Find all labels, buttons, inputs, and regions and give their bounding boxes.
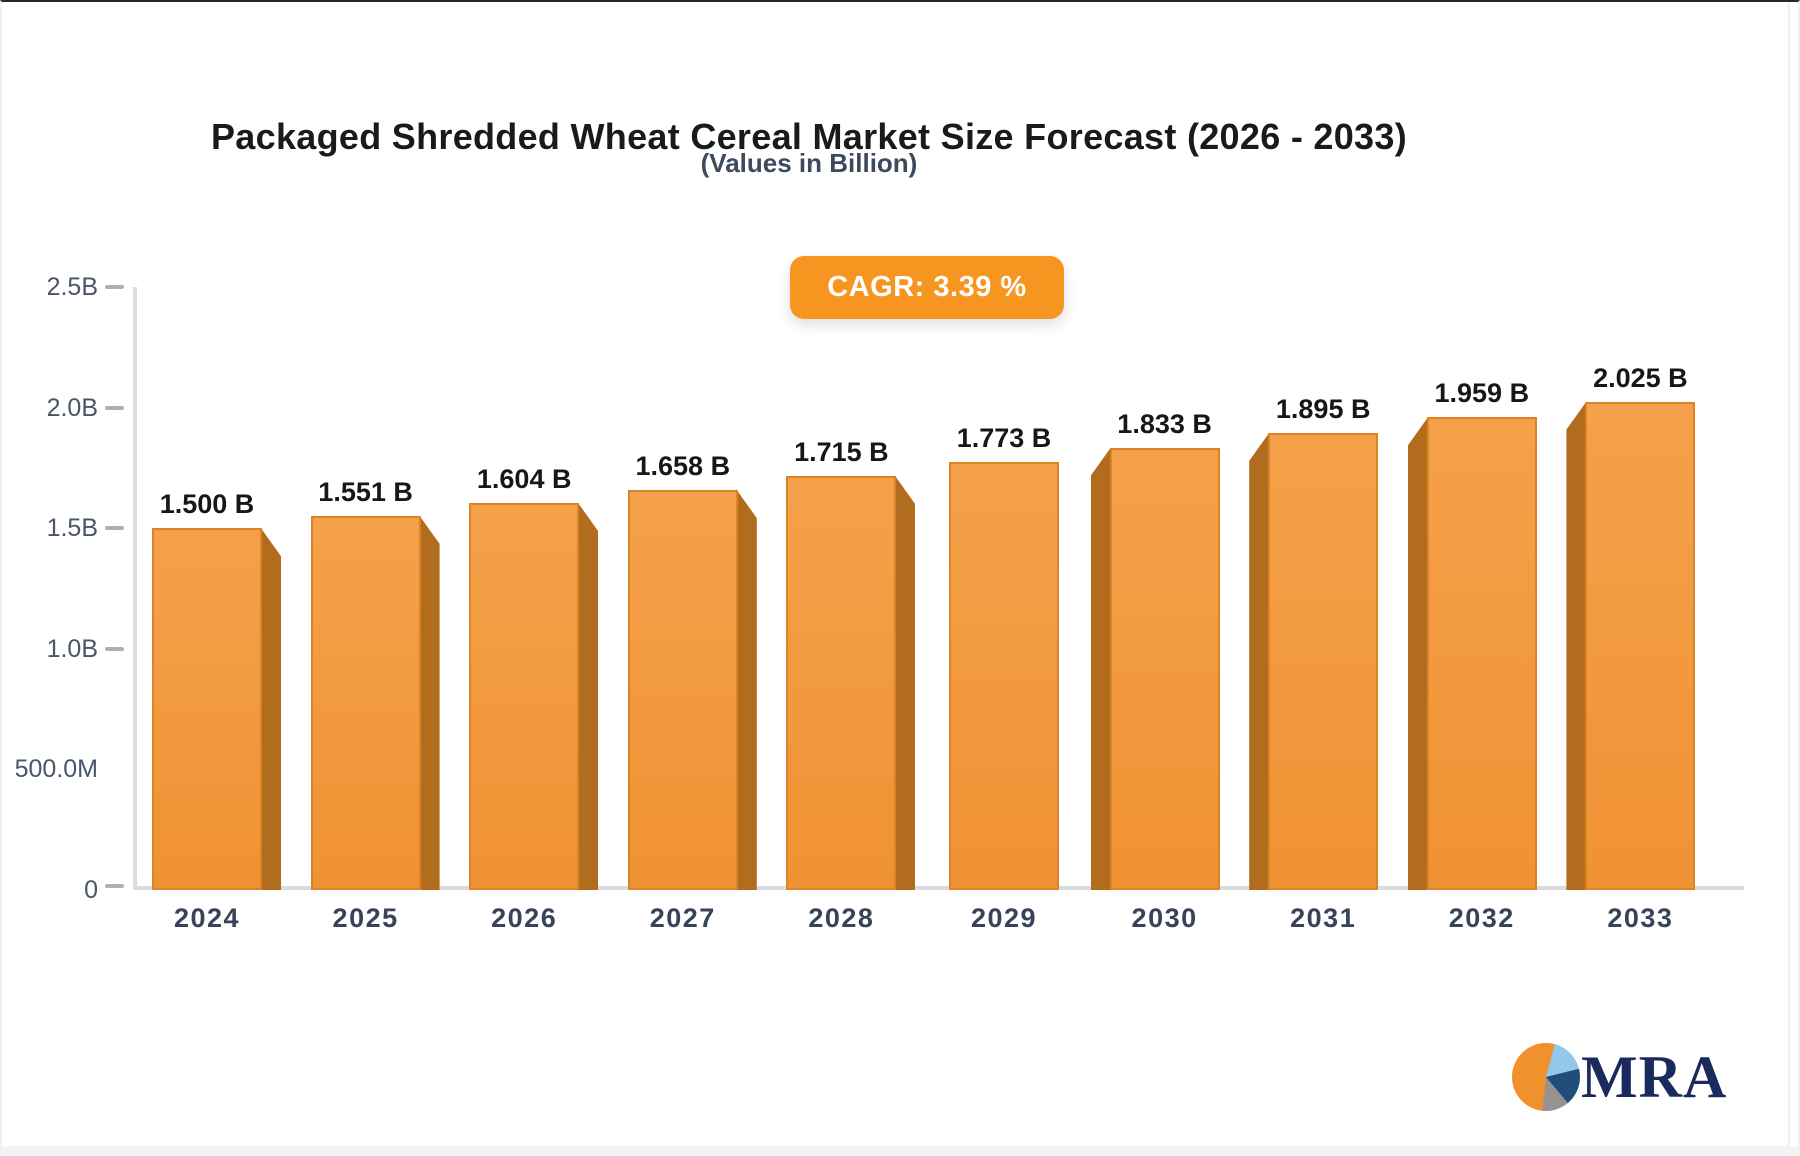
x-axis-label: 2026 [491, 903, 558, 933]
bar-2031[interactable] [1268, 432, 1379, 890]
cagr-badge-label: CAGR: 3.39 % [827, 271, 1027, 303]
x-axis-label: 2033 [1607, 903, 1674, 933]
cagr-badge: CAGR: 3.39 % [790, 256, 1064, 319]
bar-value-label: 1.551 B [318, 476, 413, 507]
x-axis-label: 2027 [649, 903, 716, 933]
bar-3d-side [1566, 401, 1587, 890]
bar-2026[interactable] [469, 503, 580, 890]
bar-2033[interactable] [1585, 401, 1696, 890]
y-axis-tick-label: 1.0B [46, 634, 98, 663]
bar-3d-side [1249, 432, 1270, 890]
x-axis-label: 2024 [173, 903, 241, 933]
page-bottom-strip [2, 1146, 1798, 1156]
bar-value-label: 2.025 B [1593, 362, 1688, 393]
y-axis-line [133, 287, 137, 888]
bar-2027[interactable] [627, 490, 738, 890]
bar-value-label: 1.604 B [476, 464, 572, 495]
bar-3d-side [578, 503, 599, 890]
bar-value-label: 1.773 B [956, 423, 1052, 454]
bar-2029[interactable] [949, 462, 1059, 890]
x-axis-label: 2029 [970, 903, 1038, 933]
y-axis-tick-mark [105, 884, 124, 888]
bar-3d-side [419, 515, 440, 890]
bar-2032[interactable] [1426, 417, 1537, 890]
pie-chart-icon [1512, 1043, 1580, 1111]
bar-3d-side [261, 528, 281, 890]
x-axis-line [133, 886, 1744, 890]
chart-subtitle: (Values in Billion) [700, 148, 918, 178]
page-right-edge [1788, 2, 1790, 1156]
y-axis-tick-label: 2.5B [46, 273, 98, 301]
x-axis-label: 2032 [1448, 903, 1515, 933]
y-axis-tick-mark [105, 526, 124, 531]
chart-title: Packaged Shredded Wheat Cereal Market Si… [210, 116, 1407, 158]
brand-logo: MRA [1512, 1043, 1727, 1111]
x-axis-label: 2031 [1290, 903, 1357, 933]
bar-3d-side [1407, 417, 1428, 890]
y-axis-tick-mark [105, 405, 124, 410]
bar-2025[interactable] [310, 515, 421, 890]
bar-value-label: 1.833 B [1117, 408, 1212, 439]
y-axis-tick-mark [105, 646, 124, 651]
bar-value-label: 1.715 B [794, 437, 889, 468]
x-axis-label: 2030 [1131, 903, 1198, 933]
bar-3d-side [1090, 447, 1111, 890]
bar-3d-side [736, 490, 757, 890]
x-axis-label: 2025 [332, 903, 399, 933]
bar-value-label: 1.658 B [635, 451, 731, 482]
bar-3d-side [895, 476, 916, 890]
bar-2030[interactable] [1109, 447, 1220, 890]
y-axis-tick-label: 1.5B [46, 514, 98, 543]
bar-value-label: 1.895 B [1275, 393, 1371, 424]
bar-value-label: 1.959 B [1434, 378, 1530, 409]
bar-2024[interactable] [152, 528, 262, 890]
brand-logo-text: MRA [1581, 1044, 1728, 1110]
y-axis-tick-label: 2.0B [46, 393, 98, 422]
y-axis-tick-label: 500.0M [14, 755, 98, 784]
y-axis-tick-label: 0 [84, 876, 98, 904]
x-axis-label: 2028 [808, 903, 875, 933]
bar-2028[interactable] [786, 476, 897, 890]
bar-value-label: 1.500 B [159, 489, 255, 520]
y-axis-tick-mark [105, 285, 124, 289]
